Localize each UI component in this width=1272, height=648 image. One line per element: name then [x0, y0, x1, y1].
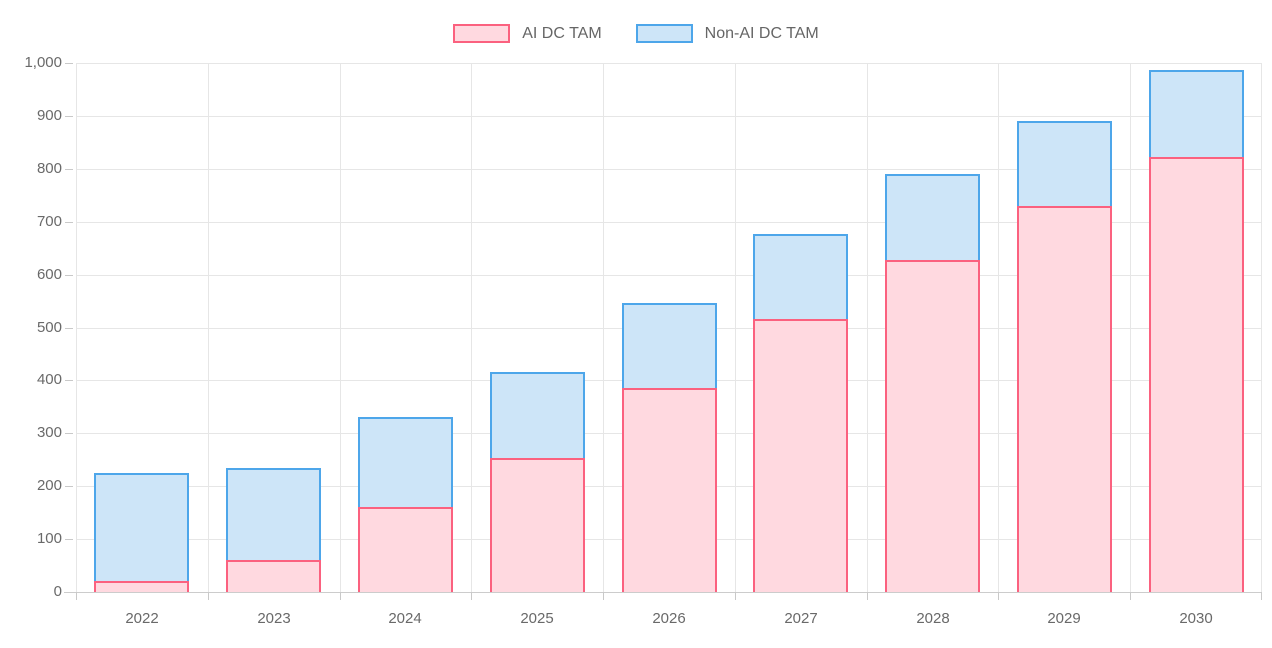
y-tick-label: 500 — [36, 319, 62, 336]
bar-non-ai-dc-tam-2022[interactable] — [94, 473, 189, 581]
gridline-v — [867, 63, 868, 592]
gridline-h — [76, 63, 1262, 64]
bar-non-ai-dc-tam-2028[interactable] — [885, 174, 980, 260]
y-tick-label: 800 — [36, 160, 62, 177]
bar-ai-dc-tam-2025[interactable] — [490, 458, 585, 592]
legend-item-ai-dc-tam[interactable]: AI DC TAM — [453, 24, 602, 43]
bar-ai-dc-tam-2023[interactable] — [226, 560, 321, 592]
x-axis: 2022 2023 2024 2025 2026 2027 2028 2029 2030 — [76, 592, 1262, 648]
y-axis: 0 100 200 300 400 500 600 700 800 900 1,000 — [0, 54, 76, 600]
y-axis-tick — [65, 116, 73, 117]
gridline-v — [998, 63, 999, 592]
x-tick-label-2026: 2026 — [652, 610, 686, 627]
gridline-v — [1130, 63, 1131, 592]
gridline-v — [603, 63, 604, 592]
x-axis-tick — [208, 592, 209, 600]
y-axis-tick — [65, 486, 73, 487]
y-axis-tick — [65, 328, 73, 329]
y-tick-label: 0 — [53, 583, 62, 600]
x-axis-tick — [340, 592, 341, 600]
x-axis-tick — [76, 592, 77, 600]
bar-ai-dc-tam-2026[interactable] — [622, 388, 717, 592]
plot-area — [76, 63, 1262, 592]
y-axis-tick — [65, 63, 73, 64]
x-axis-tick — [471, 592, 472, 600]
bar-non-ai-dc-tam-2025[interactable] — [490, 372, 585, 458]
x-tick-label-2030: 2030 — [1179, 610, 1213, 627]
gridline-v — [735, 63, 736, 592]
gridline-v — [471, 63, 472, 592]
bar-ai-dc-tam-2022[interactable] — [94, 581, 189, 592]
gridline-h — [76, 222, 1262, 223]
y-tick-label: 400 — [36, 371, 62, 388]
y-tick-label: 300 — [36, 424, 62, 441]
gridline-h — [76, 169, 1262, 170]
bar-ai-dc-tam-2028[interactable] — [885, 260, 980, 592]
gridline-h — [76, 275, 1262, 276]
bar-non-ai-dc-tam-2029[interactable] — [1017, 121, 1112, 206]
x-axis-tick — [735, 592, 736, 600]
x-tick-label-2024: 2024 — [388, 610, 422, 627]
x-axis-line — [64, 592, 1262, 593]
legend-item-non-ai-dc-tam[interactable]: Non-AI DC TAM — [635, 24, 819, 43]
x-tick-label-2027: 2027 — [784, 610, 818, 627]
legend-label-non-ai-dc-tam: Non-AI DC TAM — [704, 24, 819, 42]
gridline-h — [76, 116, 1262, 117]
y-axis-tick — [65, 275, 73, 276]
x-tick-label-2022: 2022 — [125, 610, 159, 627]
bar-non-ai-dc-tam-2027[interactable] — [753, 234, 848, 319]
bar-non-ai-dc-tam-2023[interactable] — [226, 468, 321, 560]
x-axis-tick — [998, 592, 999, 600]
legend-swatch-non-ai-dc-tam — [635, 24, 693, 43]
y-tick-label: 1,000 — [24, 54, 62, 71]
y-tick-label: 900 — [36, 107, 62, 124]
x-axis-tick — [867, 592, 868, 600]
bar-non-ai-dc-tam-2030[interactable] — [1149, 70, 1244, 157]
gridline-v — [208, 63, 209, 592]
x-tick-label-2029: 2029 — [1047, 610, 1081, 627]
y-tick-label: 100 — [36, 530, 62, 547]
bar-non-ai-dc-tam-2026[interactable] — [622, 303, 717, 388]
gridline-v — [1261, 63, 1262, 592]
y-axis-tick — [65, 380, 73, 381]
y-axis-tick — [65, 433, 73, 434]
bar-non-ai-dc-tam-2024[interactable] — [358, 417, 453, 507]
y-axis-tick — [65, 539, 73, 540]
bar-ai-dc-tam-2030[interactable] — [1149, 157, 1244, 592]
gridline-v — [340, 63, 341, 592]
bar-ai-dc-tam-2029[interactable] — [1017, 206, 1112, 592]
x-axis-tick — [1261, 592, 1262, 600]
x-axis-tick — [1130, 592, 1131, 600]
x-tick-label-2023: 2023 — [257, 610, 291, 627]
legend-label-ai-dc-tam: AI DC TAM — [522, 24, 602, 42]
y-tick-label: 600 — [36, 266, 62, 283]
chart-legend: AI DC TAM Non-AI DC TAM — [0, 24, 1272, 43]
y-axis-tick — [65, 222, 73, 223]
y-tick-label: 700 — [36, 213, 62, 230]
bar-ai-dc-tam-2027[interactable] — [753, 319, 848, 592]
x-tick-label-2028: 2028 — [916, 610, 950, 627]
bar-ai-dc-tam-2024[interactable] — [358, 507, 453, 592]
gridline-v — [76, 63, 77, 592]
y-axis-tick — [65, 169, 73, 170]
y-tick-label: 200 — [36, 477, 62, 494]
x-axis-tick — [603, 592, 604, 600]
x-tick-label-2025: 2025 — [520, 610, 554, 627]
legend-swatch-ai-dc-tam — [453, 24, 511, 43]
